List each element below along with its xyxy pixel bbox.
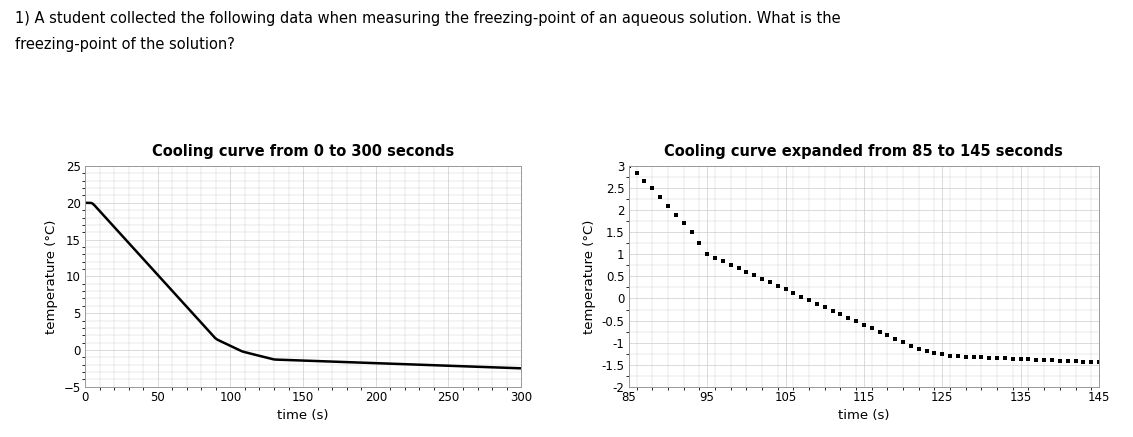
X-axis label: time (s): time (s) <box>838 409 889 423</box>
Text: freezing-point of the solution?: freezing-point of the solution? <box>15 37 235 52</box>
Title: Cooling curve expanded from 85 to 145 seconds: Cooling curve expanded from 85 to 145 se… <box>664 144 1064 160</box>
Y-axis label: temperature (°C): temperature (°C) <box>583 219 596 333</box>
X-axis label: time (s): time (s) <box>278 409 329 423</box>
Text: 1) A student collected the following data when measuring the freezing-point of a: 1) A student collected the following dat… <box>15 11 841 26</box>
Y-axis label: temperature (°C): temperature (°C) <box>45 219 58 333</box>
Title: Cooling curve from 0 to 300 seconds: Cooling curve from 0 to 300 seconds <box>152 144 454 160</box>
